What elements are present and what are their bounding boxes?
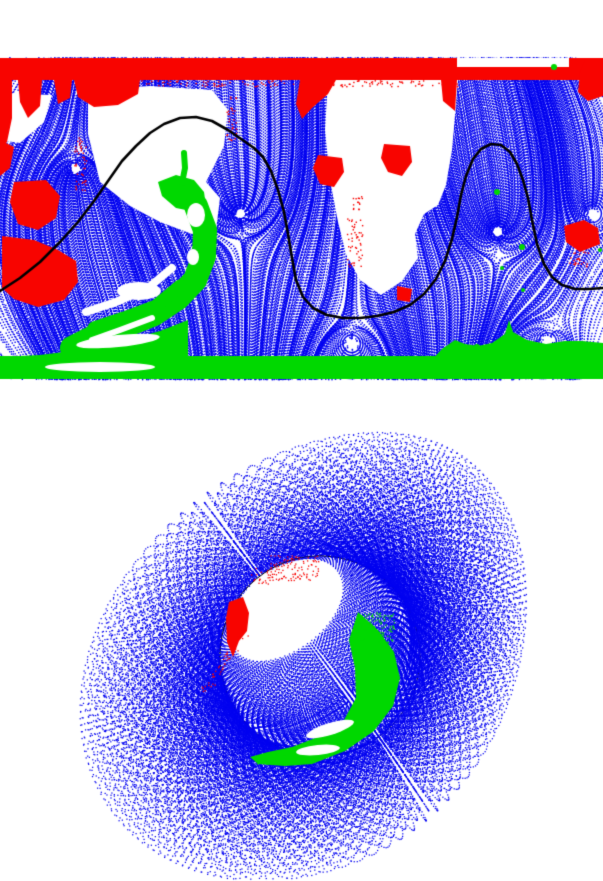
synoptic-map-panel: [0, 50, 603, 386]
three-d-view-panel: [0, 421, 603, 881]
synoptic-map-canvas: [0, 50, 603, 386]
three-d-view-canvas: [0, 421, 603, 881]
